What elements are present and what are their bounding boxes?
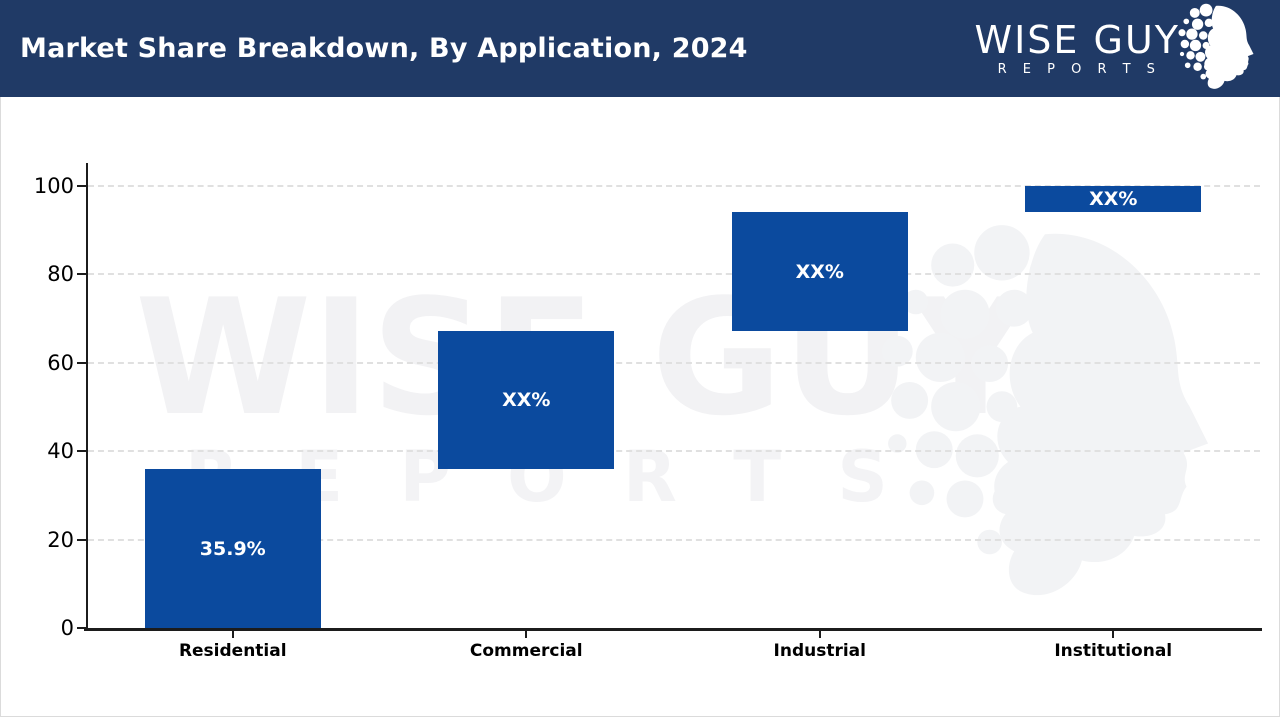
x-axis-category-label: Commercial bbox=[469, 641, 583, 661]
logo-brand-subtitle: R E P O R T S bbox=[997, 62, 1161, 77]
bar-value-label: 35.9% bbox=[199, 537, 266, 560]
y-axis-tick bbox=[77, 627, 86, 629]
x-axis-tick bbox=[231, 631, 234, 638]
y-axis-tick-label: 20 bbox=[47, 527, 74, 552]
y-axis-tick-label: 100 bbox=[33, 174, 74, 198]
y-axis-tick-label: 60 bbox=[47, 350, 74, 375]
gridline bbox=[88, 273, 1260, 276]
page-title: Market Share Breakdown, By Application, … bbox=[20, 33, 748, 64]
bar-residential: 35.9% bbox=[144, 469, 321, 628]
gridline bbox=[88, 450, 1260, 453]
y-axis-tick bbox=[77, 450, 86, 453]
y-axis-line bbox=[86, 163, 88, 630]
x-axis-category-label: Residential bbox=[178, 641, 287, 661]
bar-value-label: XX% bbox=[1089, 188, 1138, 211]
gridline bbox=[88, 185, 1260, 187]
header-bar: Market Share Breakdown, By Application, … bbox=[0, 0, 1280, 97]
y-axis-tick bbox=[77, 185, 86, 187]
y-axis-tick-label: 0 bbox=[60, 616, 74, 640]
x-axis-line bbox=[84, 628, 1262, 631]
gridline bbox=[88, 361, 1260, 364]
y-axis-tick-label: 80 bbox=[47, 262, 74, 287]
x-axis-tick bbox=[818, 631, 821, 638]
wise-guy-reports-logo: WISE GUY R E P O R T S bbox=[975, 3, 1262, 95]
y-axis-tick bbox=[77, 273, 86, 276]
dotted-head-profile-icon bbox=[1178, 3, 1254, 89]
logo-brand-name: WISE GUY bbox=[974, 18, 1180, 62]
y-axis-tick-label: 40 bbox=[47, 439, 74, 464]
bar-commercial: XX% bbox=[438, 330, 615, 470]
gridline bbox=[88, 538, 1260, 541]
bar-value-label: XX% bbox=[502, 389, 551, 412]
logo-text: WISE GUY R E P O R T S bbox=[975, 21, 1180, 76]
x-axis-tick bbox=[1112, 631, 1115, 638]
bar-industrial: XX% bbox=[731, 212, 908, 331]
x-axis-category-label: Institutional bbox=[1054, 641, 1173, 661]
x-axis-category-label: Industrial bbox=[773, 641, 866, 661]
y-axis-tick bbox=[77, 538, 86, 541]
bar-value-label: XX% bbox=[795, 260, 844, 283]
x-axis-tick bbox=[525, 631, 528, 638]
bar-institutional: XX% bbox=[1025, 186, 1202, 213]
y-axis-tick bbox=[77, 361, 86, 364]
